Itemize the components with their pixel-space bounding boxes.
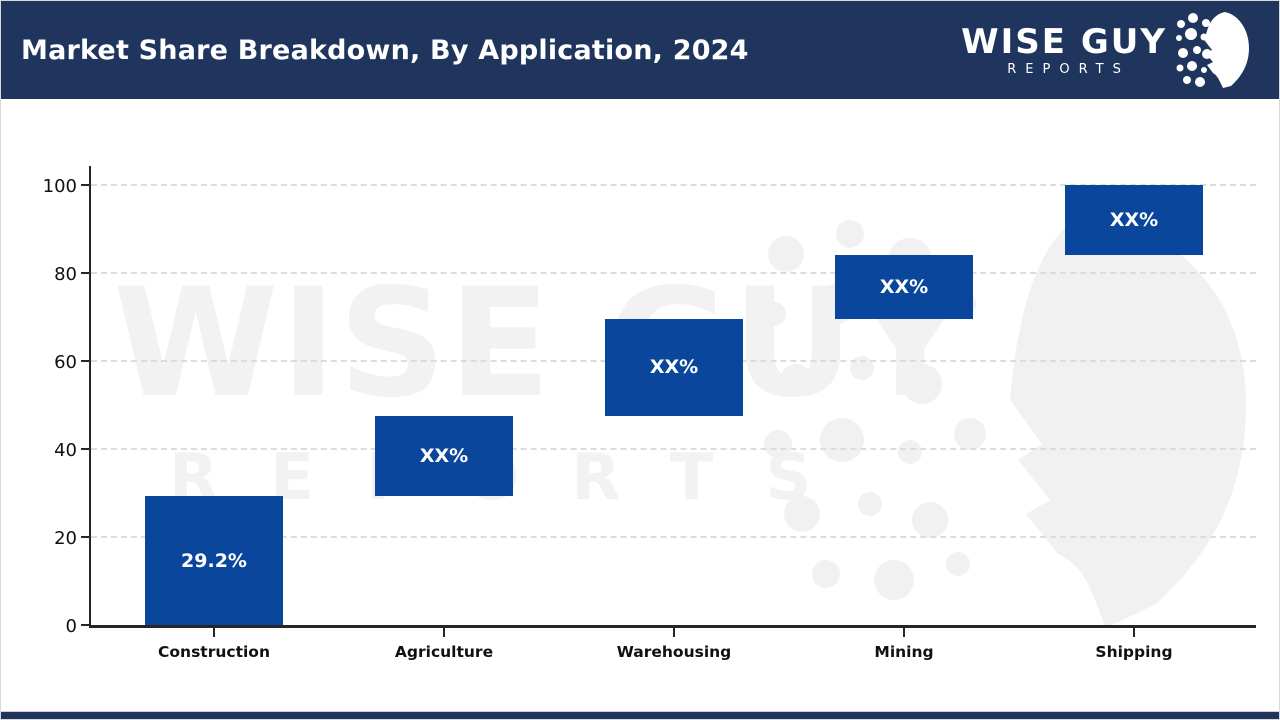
- bar-value-label-mining: XX%: [879, 275, 929, 298]
- bar-mining: XX%: [835, 255, 973, 319]
- category-label-warehousing: Warehousing: [616, 643, 732, 661]
- y-tick-mark-60: [81, 359, 89, 362]
- y-tick-mark-0: [81, 624, 89, 626]
- y-tick-mark-80: [81, 271, 89, 274]
- y-tick-label-60: 60: [54, 351, 77, 373]
- logo-face-icon: [1176, 12, 1249, 88]
- category-label-agriculture: Agriculture: [394, 643, 494, 661]
- y-tick-label-40: 40: [54, 439, 77, 461]
- category-label-shipping: Shipping: [1095, 643, 1173, 661]
- plot-area: 0 20 40 60 80 100 29.2% Construction XX% Agricult…: [43, 166, 1256, 661]
- bar-value-label-warehousing: XX%: [649, 356, 699, 379]
- brand-logo-text: WISE GUY REPORTS: [961, 25, 1167, 76]
- x-tick-mark-agriculture: [443, 628, 445, 637]
- y-tick-mark-100: [81, 183, 89, 186]
- bar-shipping: XX%: [1065, 184, 1203, 255]
- bar-value-label-shipping: XX%: [1109, 208, 1159, 231]
- category-label-construction: Construction: [158, 643, 270, 661]
- page-title: Market Share Breakdown, By Application, …: [21, 34, 749, 66]
- bar-agriculture: XX%: [375, 415, 513, 497]
- bar-value-label-construction: 29.2%: [181, 549, 247, 572]
- x-tick-mark-warehousing: [673, 628, 675, 637]
- logo-subtitle: REPORTS: [1007, 61, 1130, 77]
- gridline-40: [91, 447, 1256, 450]
- bar-warehousing: XX%: [605, 318, 743, 416]
- bar-construction: 29.2%: [145, 496, 283, 625]
- y-tick-mark-40: [81, 447, 89, 450]
- gridline-20: [91, 535, 1256, 538]
- gridline-80: [91, 271, 1256, 274]
- footer-bar: [1, 711, 1279, 719]
- x-tick-mark-construction: [213, 628, 215, 637]
- header: Market Share Breakdown, By Application, …: [1, 1, 1279, 99]
- y-tick-label-20: 20: [54, 527, 77, 549]
- y-tick-label-0: 0: [65, 616, 77, 637]
- gridline-100: [91, 183, 1256, 186]
- y-tick-mark-20: [81, 535, 89, 538]
- bar-value-label-agriculture: XX%: [419, 445, 469, 468]
- x-tick-mark-mining: [903, 628, 905, 637]
- logo-wordmark: WISE GUY: [961, 21, 1167, 62]
- y-tick-label-80: 80: [54, 263, 77, 285]
- brand-logo: WISE GUY REPORTS: [961, 10, 1251, 90]
- category-label-mining: Mining: [874, 643, 934, 661]
- x-tick-mark-shipping: [1133, 628, 1135, 637]
- chart-canvas: WISE GUY REPORTS 0 20 40 60 80 100 29.2% Constr…: [1, 99, 1279, 711]
- y-tick-label-100: 100: [42, 175, 77, 197]
- watermark-wordmark: WISE GUY: [113, 257, 967, 431]
